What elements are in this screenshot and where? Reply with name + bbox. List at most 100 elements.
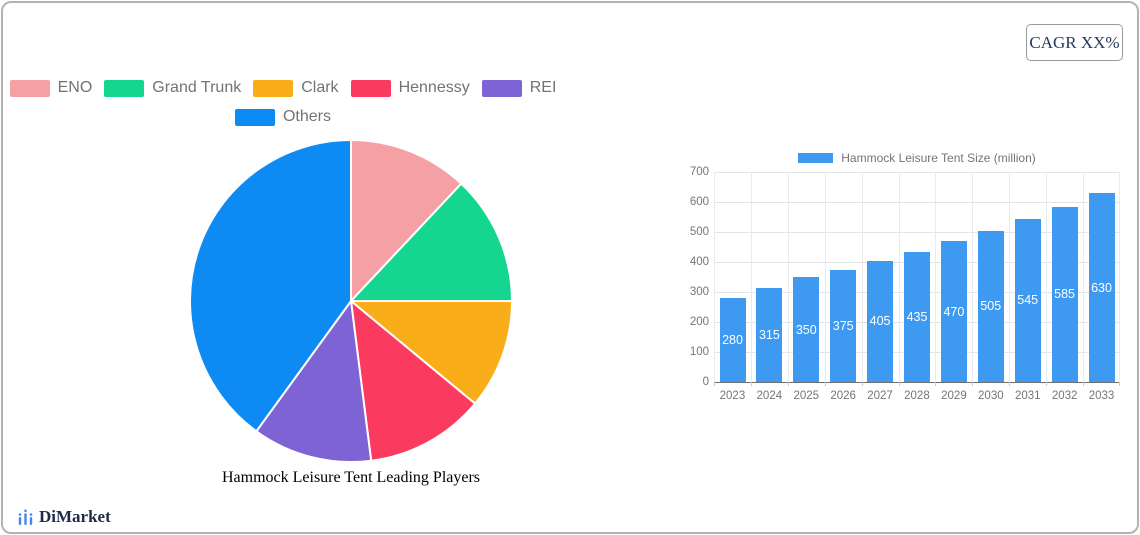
gridline-vertical [1119, 172, 1120, 382]
x-axis-tick [787, 382, 789, 386]
pie-slice-others[interactable] [189, 139, 352, 433]
y-axis-label: 100 [689, 345, 709, 358]
x-axis-tick [714, 382, 715, 386]
legend-label: Others [282, 108, 331, 125]
bar-chart: Hammock Leisure Tent Size (million) 280 3… [683, 143, 1140, 433]
legend-item-eno[interactable]: ENO [9, 79, 92, 97]
x-axis-label: 2031 [1014, 390, 1041, 402]
legend-swatch [253, 79, 294, 97]
y-axis-label: 0 [702, 375, 709, 388]
x-axis-label: 2026 [830, 390, 856, 402]
legend-swatch [234, 108, 275, 126]
gridline-vertical [787, 172, 789, 382]
bar-value-label: 505 [980, 299, 1002, 314]
x-axis-tick [935, 382, 937, 386]
x-axis-tick [824, 382, 826, 386]
bar-2024[interactable] [756, 287, 783, 382]
x-axis-label: 2030 [978, 390, 1004, 402]
bar-2029[interactable] [940, 241, 967, 382]
x-axis-tick [1119, 382, 1120, 386]
gridline-vertical [1009, 172, 1011, 382]
x-axis-tick [750, 382, 752, 386]
bar-2025[interactable] [793, 277, 820, 382]
bar-2032[interactable] [1051, 206, 1078, 382]
x-axis-label: 2023 [719, 390, 746, 402]
gridline-vertical [824, 172, 826, 382]
bar-2028[interactable] [904, 251, 930, 382]
y-axis-label: 300 [689, 285, 709, 298]
legend-label: REI [529, 79, 557, 96]
brand-logo: DiMarket [17, 507, 111, 527]
gridline-horizontal [714, 202, 1120, 203]
x-axis-tick [1083, 382, 1085, 386]
y-axis-label: 200 [689, 315, 709, 328]
gridline-horizontal [714, 232, 1120, 233]
gridline-vertical [861, 172, 863, 382]
pie-slice-eno[interactable] [350, 139, 463, 302]
pie-slice-hennessy[interactable] [350, 300, 477, 462]
y-axis-label: 700 [689, 165, 709, 178]
legend-swatch [104, 79, 145, 97]
legend-label: Hennessy [398, 79, 470, 96]
x-axis-label: 2029 [941, 390, 967, 402]
gridline-horizontal [714, 172, 1120, 173]
legend-label: Grand Trunk [152, 79, 242, 96]
cagr-badge: CAGR XX% [1026, 24, 1123, 61]
bar-2026[interactable] [830, 269, 857, 382]
pie-chart-title: Hammock Leisure Tent Leading Players [221, 469, 481, 486]
gridline-vertical [1083, 172, 1085, 382]
pie-slice-grand-trunk[interactable] [350, 182, 513, 302]
pie-legend-row: Others [3, 108, 563, 126]
x-axis-tick [972, 382, 974, 386]
legend-item-clark[interactable]: Clark [253, 79, 339, 97]
pie-legend-row: ENO Grand Trunk Clark Hennessy REI [3, 79, 563, 97]
gridline-vertical [750, 172, 752, 382]
pie-slice-clark[interactable] [350, 300, 513, 405]
x-axis-label: 2024 [756, 390, 783, 402]
bar-plot-area: 280 315 350 375 405 435 470 505 545 585 630 [714, 172, 1120, 383]
bar-2023[interactable] [719, 298, 746, 382]
x-axis-tick [1009, 382, 1011, 386]
bar-value-label: 545 [1017, 293, 1039, 308]
x-axis-label: 2033 [1088, 390, 1115, 402]
gridline-vertical [1046, 172, 1048, 382]
bar-chart-legend[interactable]: Hammock Leisure Tent Size (million) [714, 151, 1120, 165]
legend-label: Clark [301, 79, 339, 96]
bar-value-label: 405 [869, 314, 891, 329]
x-axis-label: 2028 [904, 390, 930, 402]
pie-legend: ENO Grand Trunk Clark Hennessy REI Others [3, 79, 563, 137]
bar-value-label: 315 [758, 327, 780, 342]
legend-swatch [350, 79, 391, 97]
x-axis-tick [898, 382, 900, 386]
y-axis-label: 400 [689, 255, 709, 268]
x-axis-label: 2025 [793, 390, 820, 402]
y-axis-label: 600 [689, 195, 709, 208]
x-axis-tick [1046, 382, 1048, 386]
bar-value-label: 280 [722, 333, 743, 347]
bar-2031[interactable] [1014, 218, 1041, 382]
bar-2027[interactable] [867, 260, 894, 382]
x-axis-label: 2032 [1051, 390, 1078, 402]
legend-item-rei[interactable]: REI [481, 79, 557, 97]
bar-2030[interactable] [977, 230, 1004, 382]
brand-name: DiMarket [39, 507, 111, 526]
legend-item-grand-trunk[interactable]: Grand Trunk [104, 79, 241, 97]
x-axis-label: 2027 [867, 390, 893, 402]
x-axis-tick [861, 382, 863, 386]
gridline-vertical [972, 172, 974, 382]
pie-chart [189, 139, 513, 463]
legend-item-hennessy[interactable]: Hennessy [350, 79, 470, 97]
bar-2033[interactable] [1088, 193, 1115, 382]
pie-slice-rei[interactable] [255, 300, 373, 463]
bar-value-label: 350 [795, 322, 817, 337]
bar-legend-swatch [798, 153, 834, 163]
bar-value-label: 470 [943, 304, 965, 319]
y-axis-label: 500 [689, 225, 709, 238]
gridline-vertical [935, 172, 937, 382]
bar-value-label: 375 [832, 318, 854, 333]
legend-item-others[interactable]: Others [234, 108, 331, 126]
bar-value-label: 630 [1091, 280, 1112, 295]
legend-swatch [9, 79, 50, 97]
